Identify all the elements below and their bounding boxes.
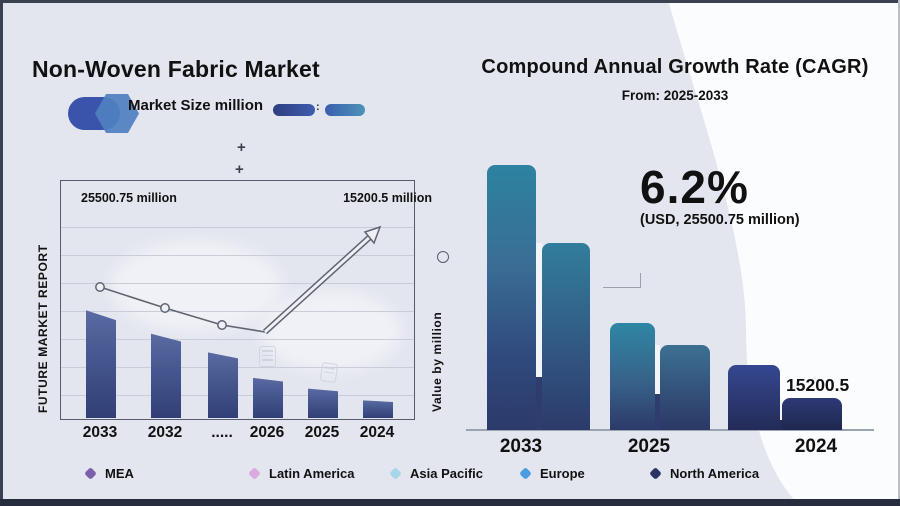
market-size-label: Market Size million xyxy=(128,97,264,114)
cagr-title: Compound Annual Growth Rate (CAGR) xyxy=(481,56,869,78)
legend-pill-teal-icon xyxy=(325,104,365,116)
x-label-2025: 2025 xyxy=(304,424,340,441)
x-label-2032: 2032 xyxy=(147,424,183,441)
gridline xyxy=(61,311,414,312)
legend-diamond-icon xyxy=(389,467,402,480)
frame-bottom-bar xyxy=(0,499,900,506)
page-title: Non-Woven Fabric Market xyxy=(32,56,320,82)
legend-diamond-icon xyxy=(84,467,97,480)
step-bracket-decoration xyxy=(603,273,641,288)
bar-primary xyxy=(487,165,536,430)
plus-mark-icon: + xyxy=(237,139,246,156)
gridline xyxy=(61,339,414,340)
bar-..... xyxy=(208,352,238,418)
x-label-2026: 2026 xyxy=(249,424,285,441)
ghost-document-icon xyxy=(259,346,276,367)
annotation-right: 15200.5 million xyxy=(343,191,432,205)
cagr-subtitle: From: 2025-2033 xyxy=(621,88,729,103)
bar-filler xyxy=(780,420,782,430)
x-label-.....: ..... xyxy=(211,424,233,441)
ghost-document-icon xyxy=(319,361,339,384)
cloud-decoration xyxy=(261,291,401,371)
legend-item-europe: Europe xyxy=(519,466,585,481)
legend-item-asia-pacific: Asia Pacific xyxy=(389,466,483,481)
bar-2024 xyxy=(363,400,393,418)
bar-secondary xyxy=(542,243,590,430)
bar-notch xyxy=(536,243,542,377)
x-label-2033: 2033 xyxy=(82,424,118,441)
frame-right-border xyxy=(898,0,900,506)
legend-item-north-america: North America xyxy=(649,466,760,481)
legend-diamond-icon xyxy=(248,467,261,480)
bar-pair-2024 xyxy=(728,365,842,430)
x-label-2033: 2033 xyxy=(499,436,543,457)
cagr-detail: (USD, 25500.75 million) xyxy=(640,212,800,228)
bar-primary xyxy=(610,323,655,430)
bar-notch xyxy=(655,345,660,394)
frame-left-border xyxy=(0,0,3,506)
bar-2033 xyxy=(86,310,116,418)
legend-diamond-icon xyxy=(519,467,532,480)
frame-top-border xyxy=(0,0,900,3)
legend-label: Asia Pacific xyxy=(410,466,483,481)
cagr-value: 6.2% xyxy=(640,161,749,213)
circle-icon xyxy=(437,251,449,263)
legend-label: North America xyxy=(670,466,760,481)
legend-label: Europe xyxy=(540,466,585,481)
right-chart-value-label: 15200.5 xyxy=(786,375,850,395)
legend-label: Latin America xyxy=(269,466,355,481)
right-header: Compound Annual Growth Rate (CAGR) From:… xyxy=(460,56,890,103)
left-axis-watermark: FUTURE MARKET REPORT xyxy=(36,244,50,413)
bar-2032 xyxy=(151,333,181,418)
legend-item-latin-america: Latin America xyxy=(248,466,355,481)
bar-pair-2025 xyxy=(610,323,710,430)
x-label-2024: 2024 xyxy=(359,424,395,441)
gridline xyxy=(61,255,414,256)
bar-2025 xyxy=(308,388,338,418)
legend-label: MEA xyxy=(105,466,134,481)
legend-diamond-icon xyxy=(649,467,662,480)
bar-filler xyxy=(655,394,660,430)
gridline xyxy=(61,283,414,284)
legend-pill-dark-icon xyxy=(273,104,315,116)
plus-mark-icon: + xyxy=(235,161,244,178)
x-label-2025: 2025 xyxy=(627,436,671,457)
bar-secondary xyxy=(660,345,710,430)
gridline xyxy=(61,227,414,228)
bar-secondary xyxy=(782,398,842,430)
left-chart-panel: 25500.75 million 15200.5 million xyxy=(60,180,432,420)
pill-separator: : xyxy=(316,101,320,113)
bar-primary xyxy=(728,365,780,430)
bar-pair-2033 xyxy=(487,165,590,430)
x-label-2024: 2024 xyxy=(794,436,838,457)
annotation-left: 25500.75 million xyxy=(81,191,177,205)
bar-2026 xyxy=(253,377,283,418)
value-by-million-label: Value by million xyxy=(430,311,444,412)
bar-notch xyxy=(780,398,782,420)
legend-item-mea: MEA xyxy=(84,466,134,481)
bar-filler xyxy=(536,377,542,430)
